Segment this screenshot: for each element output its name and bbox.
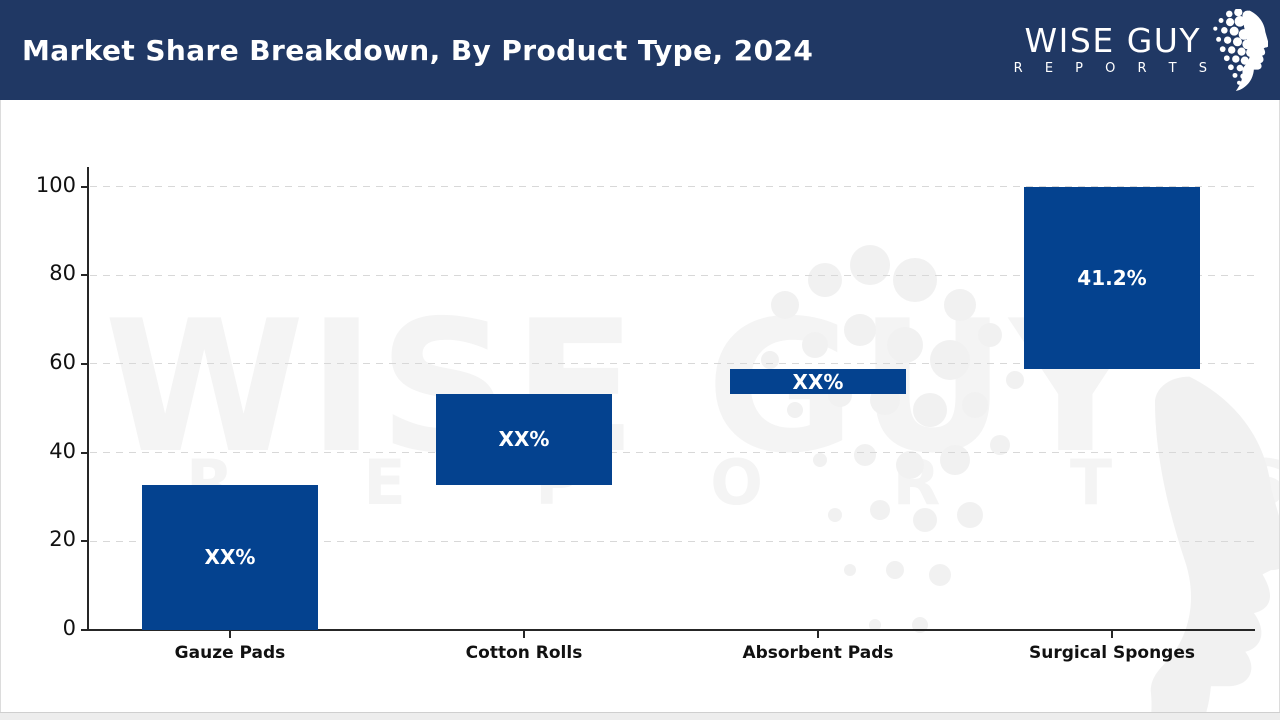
y-tick-label-0: 0 [62, 616, 76, 640]
brand-logo-text: WISE GUY R E P O R T S [1010, 24, 1216, 76]
gridline-60 [90, 363, 1254, 365]
y-tickmark-100 [81, 185, 88, 188]
x-tick-label-absorbent-pads: Absorbent Pads [742, 643, 894, 663]
x-tick-label-gauze-pads: Gauze Pads [174, 643, 286, 663]
watermark-face-dots-icon [761, 245, 1280, 712]
brand-reports-text: R E P O R T S [1013, 60, 1216, 76]
y-tickmark-20 [81, 540, 88, 543]
gridline-100 [90, 186, 1254, 187]
page-title: Market Share Breakdown, By Product Type,… [22, 33, 814, 67]
gridline-20 [90, 540, 1254, 542]
brand-logo: WISE GUY R E P O R T S [1010, 8, 1268, 92]
gridline-40 [90, 452, 1254, 454]
x-axis [86, 629, 1255, 631]
brand-face-dots-icon [1213, 9, 1268, 91]
bar-value-label-surgical-sponges: 41.2% [1077, 265, 1147, 290]
y-tick-label-100: 100 [35, 172, 76, 197]
bar-value-label-gauze-pads: XX% [204, 545, 256, 570]
y-tickmark-80 [81, 274, 88, 277]
x-tickmark-gauze-pads [229, 631, 231, 638]
x-tickmark-surgical-sponges [1111, 631, 1113, 638]
gridline-80 [90, 274, 1254, 276]
bar-cotton-rolls: XX% [436, 394, 612, 485]
y-tick-label-40: 40 [49, 438, 76, 463]
y-tick-label-80: 80 [49, 261, 76, 286]
watermark-reports-text: R E P O R T S [186, 446, 1280, 519]
x-tick-label-surgical-sponges: Surgical Sponges [1028, 643, 1196, 663]
bar-absorbent-pads: XX% [730, 369, 906, 395]
footer-divider [0, 712, 1280, 713]
bar-gauze-pads: XX% [142, 484, 318, 630]
brand-wordmark: WISE GUY [1024, 21, 1202, 61]
header-bar: Market Share Breakdown, By Product Type,… [0, 0, 1280, 100]
watermark: WISE GUY R E P O R T S [0, 100, 1280, 712]
x-tickmark-cotton-rolls [523, 631, 525, 638]
y-tickmark-40 [81, 451, 88, 454]
bar-surgical-sponges: 41.2% [1024, 186, 1200, 370]
y-tick-label-60: 60 [49, 349, 76, 374]
x-tick-label-cotton-rolls: Cotton Rolls [465, 643, 583, 663]
footer-strip [0, 713, 1280, 720]
x-tickmark-absorbent-pads [817, 631, 819, 638]
bar-value-label-cotton-rolls: XX% [498, 427, 550, 452]
bar-value-label-absorbent-pads: XX% [792, 369, 844, 394]
y-tickmark-60 [81, 362, 88, 365]
y-axis [86, 167, 89, 631]
watermark-wordmark: WISE GUY [104, 281, 1145, 493]
y-tick-label-20: 20 [49, 527, 76, 552]
y-tickmark-0 [81, 629, 88, 631]
